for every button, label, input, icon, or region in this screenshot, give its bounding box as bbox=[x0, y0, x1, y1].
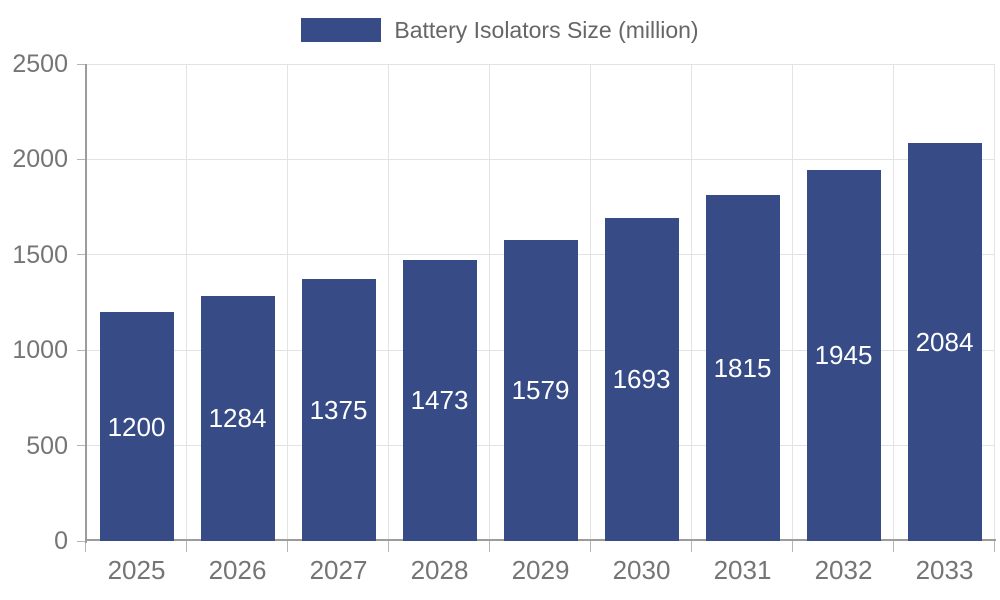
x-axis-label: 2032 bbox=[814, 555, 873, 585]
gridline-vertical bbox=[994, 64, 995, 541]
bar-2032: 1945 bbox=[806, 169, 881, 541]
y-axis-line bbox=[85, 64, 87, 543]
bar-2027: 1375 bbox=[301, 278, 376, 541]
bar-2031: 1815 bbox=[705, 194, 780, 541]
bar-value-label: 1579 bbox=[511, 375, 570, 406]
y-axis-label: 1500 bbox=[12, 240, 68, 269]
y-tick bbox=[77, 445, 86, 447]
y-tick bbox=[77, 63, 86, 65]
x-tick bbox=[893, 541, 894, 552]
gridline-vertical bbox=[893, 64, 894, 541]
x-tick bbox=[388, 541, 389, 552]
y-tick bbox=[77, 540, 86, 542]
y-axis-label: 2500 bbox=[12, 50, 68, 78]
bar-value-label: 1693 bbox=[612, 364, 671, 395]
bar-2029: 1579 bbox=[503, 239, 578, 541]
gridline-vertical bbox=[590, 64, 591, 541]
bar-2026: 1284 bbox=[200, 296, 275, 541]
bar-value-label: 1473 bbox=[410, 385, 469, 416]
x-tick bbox=[994, 541, 995, 552]
bar-value-label: 2084 bbox=[915, 327, 974, 358]
bar-2030: 1693 bbox=[604, 217, 679, 541]
x-tick bbox=[287, 541, 288, 552]
bar-value-label: 1375 bbox=[309, 394, 368, 425]
gridline-vertical bbox=[489, 64, 490, 541]
x-axis-label: 2026 bbox=[208, 555, 267, 585]
y-axis-label: 500 bbox=[26, 431, 68, 460]
x-axis-label: 2029 bbox=[511, 555, 570, 585]
plot-area: 0 500 1000 1500 2000 2500 1200 2025 1284 2026 1375… bbox=[12, 51, 996, 584]
x-axis-label: 2030 bbox=[612, 555, 671, 585]
gridline-vertical bbox=[691, 64, 692, 541]
gridline-horizontal bbox=[86, 63, 995, 65]
gridline-vertical bbox=[186, 64, 187, 541]
y-tick bbox=[77, 158, 86, 160]
x-tick bbox=[85, 541, 86, 552]
bar-value-label: 1200 bbox=[107, 411, 166, 442]
y-axis-label: 2000 bbox=[12, 145, 68, 174]
x-axis-label: 2027 bbox=[309, 555, 368, 585]
y-tick bbox=[77, 349, 86, 351]
legend-item[interactable]: Battery Isolators Size (million) bbox=[0, 17, 1000, 43]
x-axis-label: 2031 bbox=[713, 555, 772, 585]
bar-2028: 1473 bbox=[402, 259, 477, 541]
legend-label: Battery Isolators Size (million) bbox=[394, 17, 699, 43]
x-tick bbox=[489, 541, 490, 552]
gridline-vertical bbox=[287, 64, 288, 541]
x-tick bbox=[186, 541, 187, 552]
bar-value-label: 1284 bbox=[208, 403, 267, 434]
gridline-vertical bbox=[792, 64, 793, 541]
gridline-vertical bbox=[388, 64, 389, 541]
bar-2025: 1200 bbox=[99, 312, 174, 541]
bar-value-label: 1815 bbox=[713, 352, 772, 383]
y-tick bbox=[77, 254, 86, 256]
bar-value-label: 1945 bbox=[814, 340, 873, 371]
x-tick bbox=[792, 541, 793, 552]
legend-swatch bbox=[301, 18, 382, 42]
x-axis-label: 2025 bbox=[107, 555, 166, 585]
y-axis-label: 0 bbox=[54, 527, 68, 555]
y-axis-label: 1000 bbox=[12, 336, 68, 365]
x-tick bbox=[691, 541, 692, 552]
x-axis-label: 2033 bbox=[915, 555, 974, 585]
x-axis-label: 2028 bbox=[410, 555, 469, 585]
x-tick bbox=[590, 541, 591, 552]
gridline-horizontal bbox=[86, 158, 995, 160]
bar-2033: 2084 bbox=[907, 143, 982, 541]
